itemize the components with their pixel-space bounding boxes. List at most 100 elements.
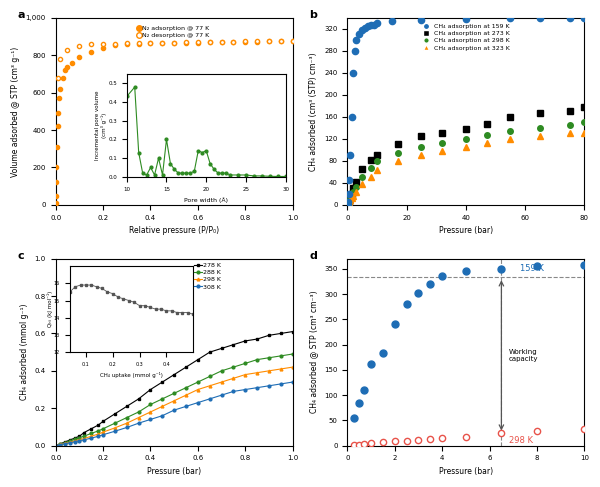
- 298 K: [277, 366, 284, 372]
- 278 K: [289, 329, 296, 335]
- 298 K: [182, 392, 190, 398]
- 288 K: [100, 426, 107, 431]
- 278 K: [76, 433, 83, 439]
- 278 K: [206, 349, 214, 355]
- 298 K: [95, 431, 102, 437]
- 278 K: [147, 387, 154, 393]
- 278 K: [135, 396, 142, 402]
- 288 K: [289, 351, 296, 357]
- 308 K: [123, 425, 130, 431]
- 298 K: [112, 425, 119, 431]
- 298 K: [135, 414, 142, 420]
- 308 K: [52, 443, 59, 449]
- 298 K: [62, 440, 69, 446]
- 298 K: [206, 383, 214, 389]
- Legend: 278 K, 288 K, 298 K, 308 K: 278 K, 288 K, 298 K, 308 K: [191, 260, 224, 292]
- 288 K: [88, 431, 95, 436]
- 288 K: [62, 440, 69, 446]
- 278 K: [182, 364, 190, 370]
- 288 K: [147, 402, 154, 408]
- 298 K: [230, 375, 237, 381]
- 278 K: [230, 342, 237, 348]
- 308 K: [182, 403, 190, 409]
- 298 K: [57, 442, 64, 448]
- 298 K: [242, 372, 249, 377]
- 298 K: [71, 438, 78, 444]
- 278 K: [265, 333, 272, 338]
- 308 K: [57, 442, 64, 448]
- X-axis label: Pressure (bar): Pressure (bar): [439, 226, 493, 235]
- 288 K: [254, 356, 261, 362]
- 308 K: [147, 416, 154, 422]
- 308 K: [194, 400, 202, 406]
- 278 K: [100, 418, 107, 424]
- 298 K: [218, 379, 225, 385]
- 308 K: [230, 389, 237, 394]
- Y-axis label: CH₄ adsorbed (cm³ (STP) cm⁻³): CH₄ adsorbed (cm³ (STP) cm⁻³): [310, 52, 319, 171]
- 308 K: [100, 432, 107, 438]
- 308 K: [76, 438, 83, 444]
- Y-axis label: Volume adsorbed @ STP (cm³ g⁻¹): Volume adsorbed @ STP (cm³ g⁻¹): [11, 46, 20, 176]
- 308 K: [71, 439, 78, 445]
- 308 K: [277, 381, 284, 387]
- 308 K: [88, 435, 95, 441]
- 288 K: [71, 436, 78, 442]
- 298 K: [265, 368, 272, 374]
- 288 K: [95, 428, 102, 434]
- 288 K: [277, 353, 284, 359]
- 308 K: [218, 392, 225, 398]
- 298 K: [76, 437, 83, 443]
- 298 K: [123, 420, 130, 426]
- Line: 308 K: 308 K: [54, 381, 294, 447]
- 288 K: [57, 441, 64, 447]
- 278 K: [218, 345, 225, 351]
- 308 K: [289, 379, 296, 385]
- 278 K: [159, 379, 166, 385]
- 288 K: [52, 443, 59, 449]
- 278 K: [66, 437, 73, 443]
- 278 K: [254, 336, 261, 342]
- Y-axis label: CH₄ adsorbed @ STP (cm³ cm⁻³): CH₄ adsorbed @ STP (cm³ cm⁻³): [310, 291, 319, 413]
- 278 K: [123, 403, 130, 409]
- 288 K: [230, 364, 237, 370]
- 308 K: [112, 428, 119, 434]
- 288 K: [218, 368, 225, 374]
- 308 K: [242, 387, 249, 393]
- 278 K: [112, 411, 119, 417]
- 278 K: [52, 443, 59, 449]
- Line: 298 K: 298 K: [54, 366, 294, 447]
- 298 K: [254, 370, 261, 375]
- 288 K: [66, 438, 73, 444]
- 288 K: [159, 396, 166, 402]
- 278 K: [88, 426, 95, 431]
- Legend: CH₄ adsorption at 159 K, CH₄ adsorption at 273 K, CH₄ adsorption at 298 K, CH₄ a: CH₄ adsorption at 159 K, CH₄ adsorption …: [417, 21, 512, 53]
- 288 K: [170, 391, 178, 396]
- 278 K: [80, 430, 88, 435]
- 288 K: [76, 435, 83, 441]
- 298 K: [194, 387, 202, 393]
- 278 K: [194, 356, 202, 362]
- Text: c: c: [18, 251, 25, 261]
- 278 K: [71, 435, 78, 441]
- 288 K: [265, 355, 272, 361]
- Text: b: b: [310, 10, 317, 20]
- 288 K: [242, 360, 249, 366]
- 288 K: [206, 374, 214, 379]
- 278 K: [277, 331, 284, 337]
- 288 K: [135, 409, 142, 415]
- 278 K: [242, 338, 249, 344]
- 278 K: [170, 372, 178, 377]
- X-axis label: Pressure (bar): Pressure (bar): [147, 467, 201, 476]
- 298 K: [52, 443, 59, 449]
- 308 K: [135, 420, 142, 426]
- X-axis label: Pressure (bar): Pressure (bar): [439, 467, 493, 476]
- 278 K: [95, 422, 102, 428]
- Text: a: a: [18, 10, 25, 20]
- 308 K: [170, 407, 178, 413]
- 278 K: [62, 439, 69, 445]
- 298 K: [147, 409, 154, 415]
- 298 K: [100, 429, 107, 435]
- 288 K: [80, 433, 88, 439]
- Text: Working
capacity: Working capacity: [509, 349, 538, 362]
- 288 K: [123, 414, 130, 420]
